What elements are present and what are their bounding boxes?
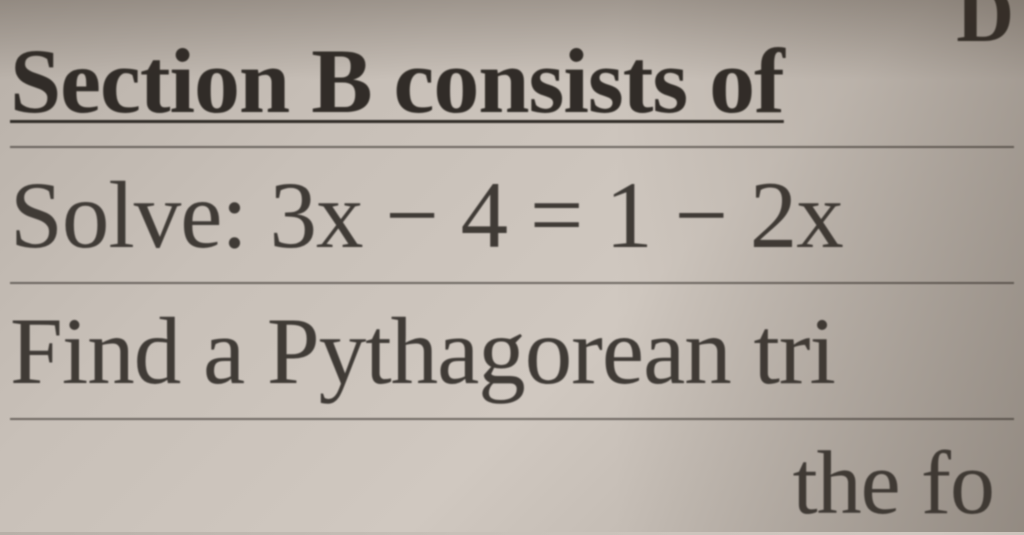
pythagorean-problem: Find a Pythagorean tri — [10, 298, 835, 404]
textbook-page: D Section B consists of Solve: 3x − 4 = … — [0, 0, 1024, 532]
solve-label: Solve: — [10, 162, 247, 268]
heading-row: Section B consists of — [10, 20, 1014, 148]
solve-equation: 3x − 4 = 1 − 2x — [270, 162, 843, 268]
bottom-fragment: the fo — [10, 424, 1014, 535]
solve-problem: Solve: 3x − 4 = 1 − 2x — [10, 162, 843, 268]
problem-row-1: Solve: 3x − 4 = 1 − 2x — [10, 152, 1014, 284]
section-heading: Section B consists of — [10, 30, 784, 132]
problem-row-2: Find a Pythagorean tri — [10, 288, 1014, 420]
corner-fragment: D — [956, 0, 1014, 61]
